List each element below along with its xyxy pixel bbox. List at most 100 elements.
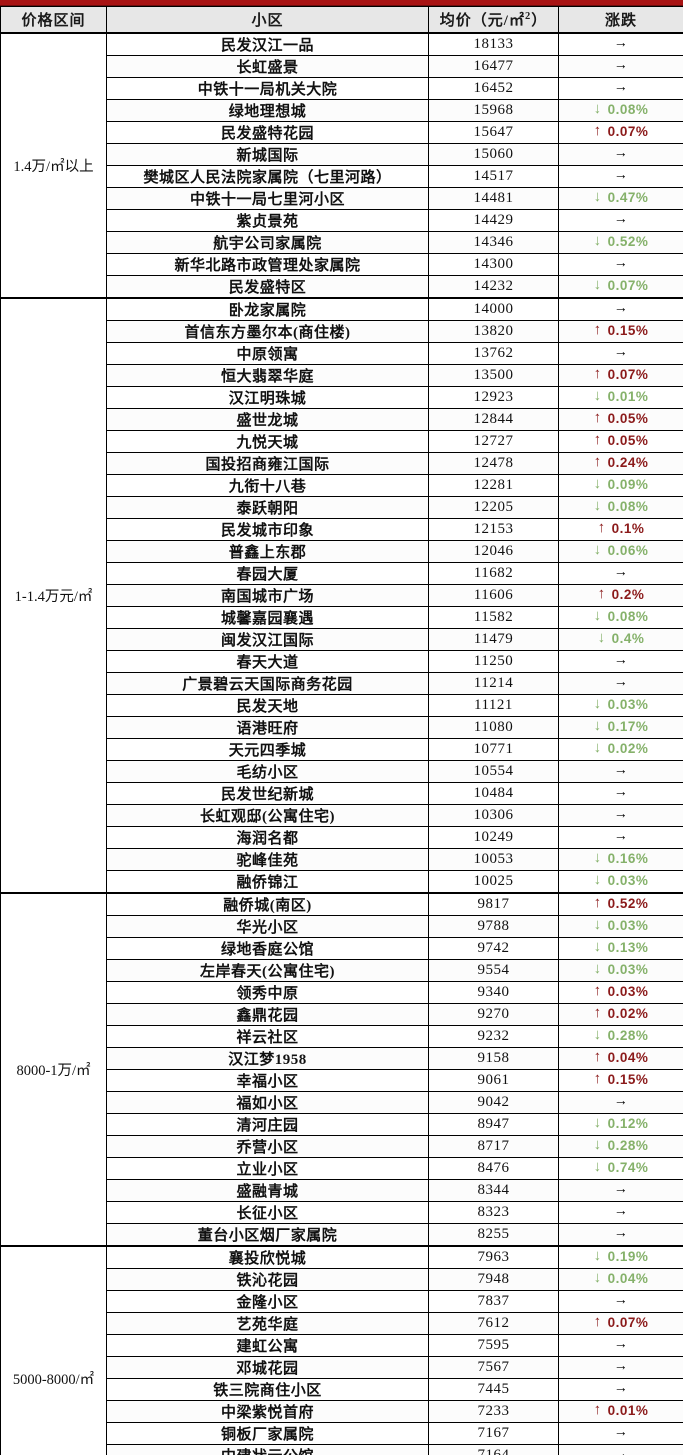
community-name-cell: 汉江明珠城 [106,385,429,409]
up-arrow-icon: ↑ [593,410,602,426]
table-header: 价格区间 小区 均价（元/㎡2） 涨跌 [0,6,683,33]
change-cell: ↑ 0.05% [558,407,683,431]
table-row: 1.4万/㎡以上 民发汉江一品 18133 → [0,31,683,299]
avg-price-cell: 16477 [428,54,559,78]
up-arrow-icon: ↑ [593,454,602,470]
avg-price-cell: 10771 [428,737,559,761]
change-cell: ↓ 0.08% [558,605,683,629]
change-cell: → [558,1355,683,1379]
up-arrow-icon: ↑ [593,432,602,448]
community-name-cell: 天元四季城 [106,737,429,761]
avg-price-cell: 10249 [428,825,559,849]
community-name-cell: 华光小区 [106,914,429,938]
change-cell: ↑ 0.24% [558,451,683,475]
table-row: 华光小区 9788 ↓ 0.03% [1,914,683,938]
community-name-cell: 董台小区烟厂家属院 [106,1222,429,1246]
change-cell: ↓ 0.03% [558,693,683,717]
avg-price-cell: 11606 [428,583,559,607]
table-row: 长征小区 8323 → [1,1200,683,1224]
avg-price-cell: 7612 [428,1311,559,1335]
table-row: 1-1.4万元/㎡ 卧龙家属院 14000 → [0,296,683,894]
header-row: 价格区间 小区 均价（元/㎡2） 涨跌 [0,6,683,33]
change-percent: 0.19% [607,1248,649,1264]
change-cell: ↑ 0.1% [558,517,683,541]
change-percent: 0.74% [607,1159,649,1175]
community-name-cell: 城馨嘉园襄遇 [106,605,429,629]
col-header-price-range: 价格区间 [0,6,107,33]
change-cell: → [558,1200,683,1224]
avg-price-cell: 7963 [428,1244,559,1269]
top-accent-bar [0,0,683,6]
table-row: 建虹公寓 7595 → [1,1333,683,1357]
community-name-cell: 祥云社区 [106,1024,429,1048]
change-cell: ↓ 0.08% [558,98,683,122]
change-cell: → [558,1222,683,1246]
community-name-cell: 民发城市印象 [106,517,429,541]
down-arrow-icon: ↓ [593,233,602,249]
community-name-cell: 新华北路市政管理处家属院 [106,252,429,276]
table-row: 民发盛特花园 15647 ↑ 0.07% [1,120,683,144]
avg-price-cell: 18133 [428,31,559,56]
change-cell: ↑ 0.2% [558,583,683,607]
flat-arrow-icon: → [613,212,629,227]
flat-arrow-icon: → [613,256,629,271]
down-arrow-icon: ↓ [593,476,602,492]
community-name-cell: 广景碧云天国际商务花园 [106,671,429,695]
flat-arrow-icon: → [613,675,629,690]
avg-price-cell: 14429 [428,208,559,232]
change-cell: → [558,1377,683,1401]
change-percent: 0.01% [607,1402,649,1418]
flat-arrow-icon: → [613,301,629,316]
avg-price-cell: 8344 [428,1178,559,1202]
change-cell: ↓ 0.03% [558,914,683,938]
table-row: 海润名都 10249 → [1,825,683,849]
community-name-cell: 清河庄园 [106,1112,429,1136]
community-name-cell: 乔营小区 [106,1134,429,1158]
table-row: 祥云社区 9232 ↓ 0.28% [1,1024,683,1048]
table-row: 语港旺府 11080 ↓ 0.17% [1,715,683,739]
flat-arrow-icon: → [613,58,629,73]
flat-arrow-icon: → [613,345,629,360]
table-row: 长虹观邸(公寓住宅) 10306 → [1,803,683,827]
change-cell: ↓ 0.02% [558,737,683,761]
down-arrow-icon: ↓ [593,961,602,977]
avg-price-cell: 8717 [428,1134,559,1158]
up-arrow-icon: ↑ [593,1402,602,1418]
change-cell: ↑ 0.05% [558,429,683,453]
table-row: 幸福小区 9061 ↑ 0.15% [1,1068,683,1092]
avg-price-cell: 7948 [428,1267,559,1291]
table-row: 闽发汉江国际 11479 ↓ 0.4% [1,627,683,651]
table-row: 乔营小区 8717 ↓ 0.28% [1,1134,683,1158]
change-percent: 0.4% [611,630,645,646]
table-row: 民发盛特区 14232 ↓ 0.07% [1,274,683,298]
change-cell: → [558,76,683,100]
table-row: 铜板厂家属院 7167 → [1,1421,683,1445]
table-row: 绿地理想城 15968 ↓ 0.08% [1,98,683,122]
change-cell: → [558,803,683,827]
avg-price-cell: 10053 [428,847,559,871]
table-row: 左岸春天(公寓住宅) 9554 ↓ 0.03% [1,958,683,982]
change-cell: → [558,561,683,585]
table-body: 1.4万/㎡以上 民发汉江一品 18133 → 长虹盛景 16477 → 中铁十一局机关大院 1… [0,31,683,1455]
change-cell: ↑ 0.07% [558,363,683,387]
change-percent: 0.04% [607,1049,649,1065]
change-cell: ↓ 0.12% [558,1112,683,1136]
price-table: 价格区间 小区 均价（元/㎡2） 涨跌 1.4万/㎡以上 民发汉江一品 18133 →… [0,6,683,1455]
down-arrow-icon: ↓ [593,696,602,712]
change-percent: 0.15% [607,1071,649,1087]
community-name-cell: 毛纺小区 [106,759,429,783]
change-cell: ↑ 0.52% [558,891,683,916]
avg-price-cell: 12046 [428,539,559,563]
change-percent: 0.03% [607,696,649,712]
change-cell: ↑ 0.15% [558,319,683,343]
table-row: 中建状元公馆7164 → [1,1443,683,1455]
community-name-cell: 樊城区人民法院家属院（七里河路） [106,164,429,188]
avg-price-cell: 9742 [428,936,559,960]
change-percent: 0.12% [607,1115,649,1131]
change-percent: 0.02% [607,740,649,756]
table-row: 领秀中原 9340 ↑ 0.03% [1,980,683,1004]
table-row: 城馨嘉园襄遇 11582 ↓ 0.08% [1,605,683,629]
change-percent: 0.05% [607,432,649,448]
change-percent: 0.03% [607,917,649,933]
